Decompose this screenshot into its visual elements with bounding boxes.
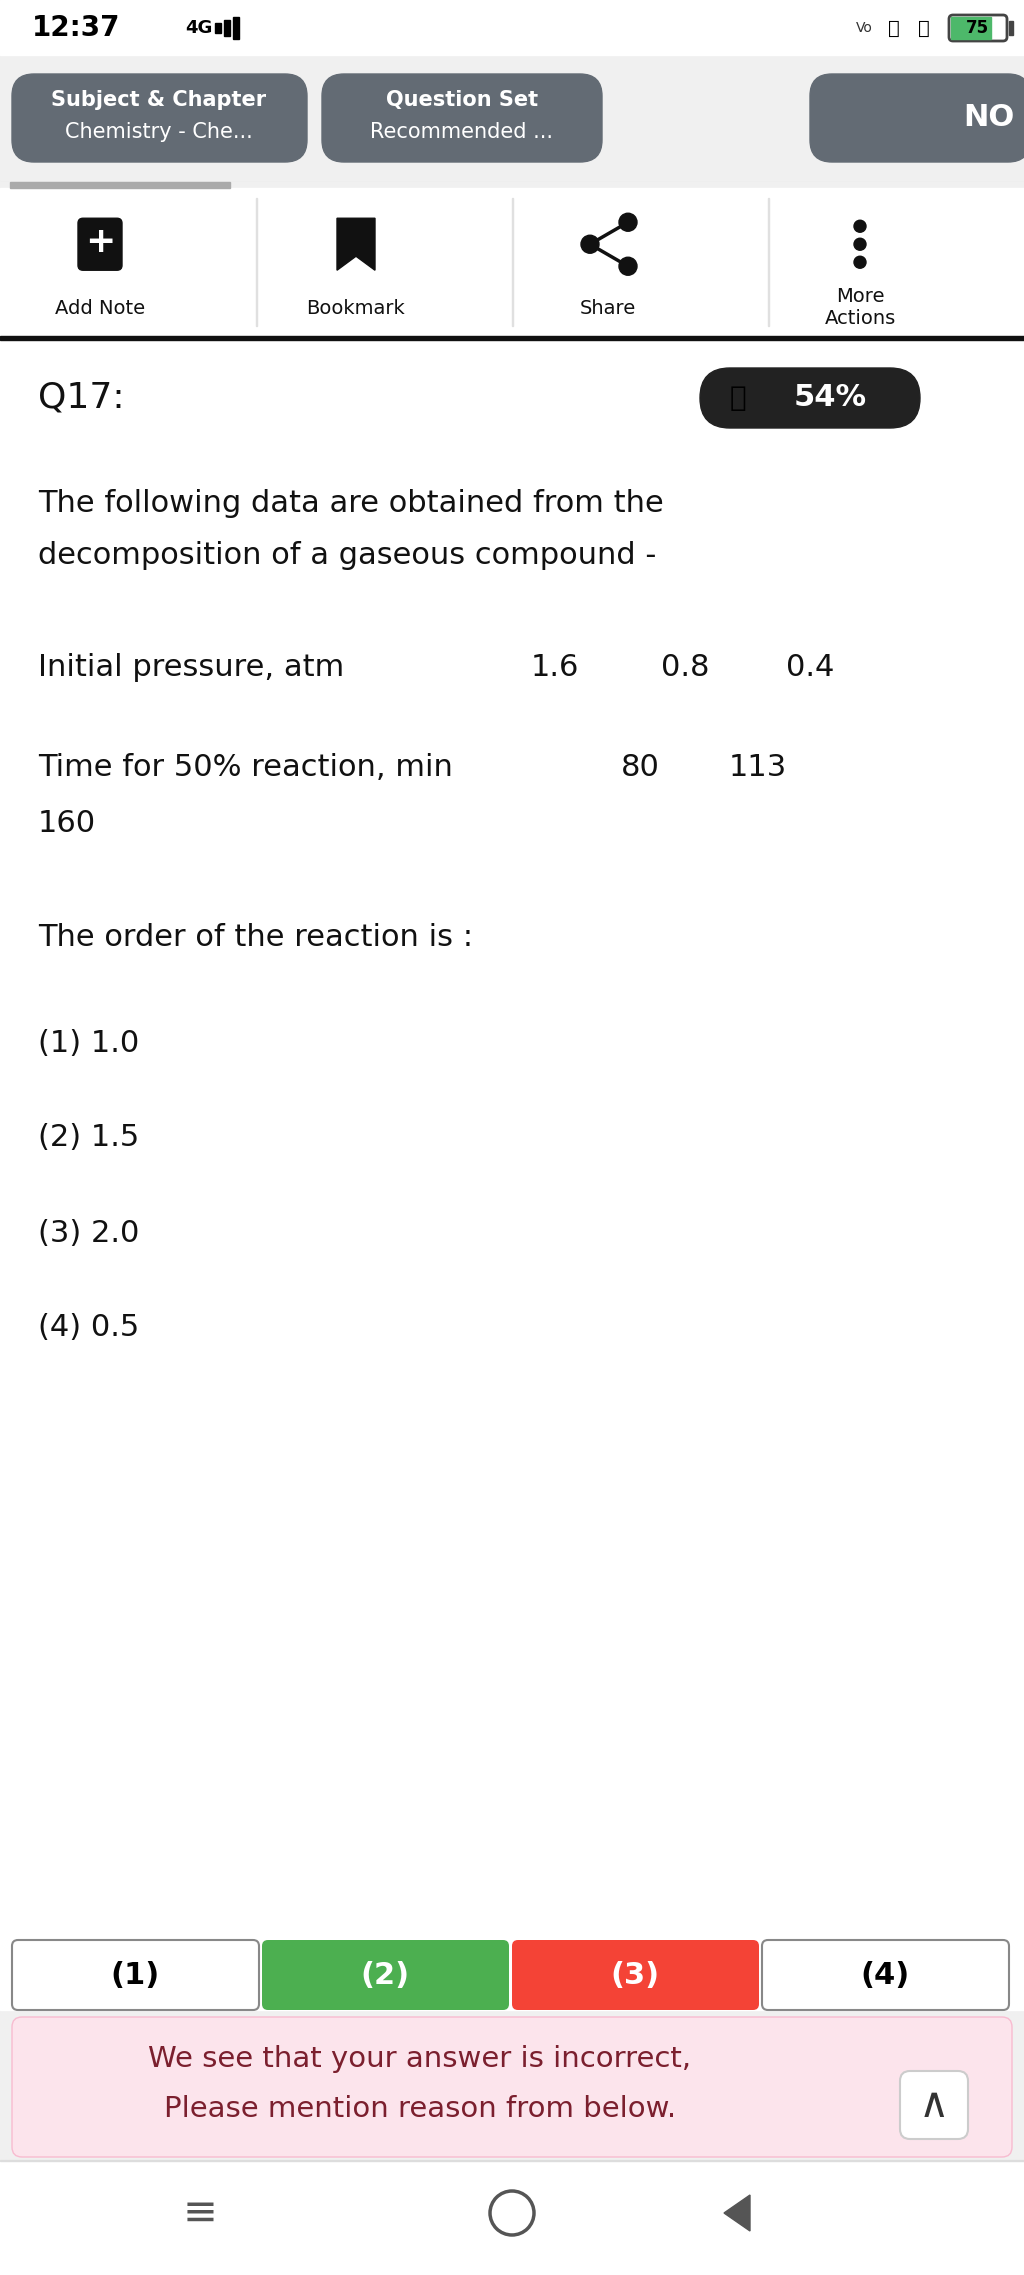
Text: 80: 80 bbox=[621, 753, 659, 783]
Text: We see that your answer is incorrect,: We see that your answer is incorrect, bbox=[148, 2045, 691, 2073]
FancyBboxPatch shape bbox=[322, 75, 602, 162]
FancyBboxPatch shape bbox=[512, 1941, 759, 2011]
Text: Question Set: Question Set bbox=[386, 91, 538, 109]
Text: Chemistry - Che...: Chemistry - Che... bbox=[66, 123, 253, 141]
Text: (1) 1.0: (1) 1.0 bbox=[38, 1028, 139, 1058]
Bar bbox=[233, 16, 239, 39]
Text: (2) 1.5: (2) 1.5 bbox=[38, 1124, 139, 1153]
FancyBboxPatch shape bbox=[12, 1941, 259, 2011]
Text: decomposition of a gaseous compound -: decomposition of a gaseous compound - bbox=[38, 541, 656, 569]
Text: 👍: 👍 bbox=[730, 384, 746, 412]
Text: +: + bbox=[85, 225, 115, 259]
Text: Please mention reason from below.: Please mention reason from below. bbox=[164, 2095, 676, 2123]
Text: Share: Share bbox=[580, 298, 636, 319]
Circle shape bbox=[618, 257, 637, 275]
Text: (4): (4) bbox=[860, 1961, 909, 1991]
Text: NO: NO bbox=[963, 102, 1014, 132]
FancyBboxPatch shape bbox=[762, 1941, 1009, 2011]
Text: 12:37: 12:37 bbox=[32, 14, 121, 41]
Text: (4) 0.5: (4) 0.5 bbox=[38, 1313, 139, 1342]
Circle shape bbox=[854, 221, 866, 232]
Bar bbox=[10, 182, 230, 189]
Bar bbox=[0, 339, 1024, 2011]
Bar bbox=[0, 0, 1024, 55]
Bar bbox=[0, 2159, 1024, 2275]
Bar bbox=[0, 337, 1024, 339]
Bar bbox=[215, 23, 221, 34]
Circle shape bbox=[854, 257, 866, 268]
Text: Subject & Chapter: Subject & Chapter bbox=[51, 91, 266, 109]
Text: 🔇: 🔇 bbox=[888, 18, 900, 36]
Polygon shape bbox=[337, 218, 375, 271]
Text: Q17:: Q17: bbox=[38, 380, 125, 414]
Text: 1.6: 1.6 bbox=[530, 653, 580, 682]
Text: Bookmark: Bookmark bbox=[306, 298, 406, 319]
Text: (3) 2.0: (3) 2.0 bbox=[38, 1219, 139, 1247]
FancyBboxPatch shape bbox=[700, 369, 920, 428]
Circle shape bbox=[618, 214, 637, 232]
Text: (2): (2) bbox=[360, 1961, 410, 1991]
FancyBboxPatch shape bbox=[900, 2070, 968, 2138]
FancyBboxPatch shape bbox=[810, 75, 1024, 162]
Bar bbox=[224, 20, 230, 36]
Bar bbox=[951, 16, 991, 39]
Text: 75: 75 bbox=[966, 18, 988, 36]
Text: The order of the reaction is :: The order of the reaction is : bbox=[38, 924, 473, 953]
Bar bbox=[1009, 20, 1013, 34]
Text: Add Note: Add Note bbox=[55, 298, 145, 319]
Polygon shape bbox=[724, 2195, 750, 2232]
Text: Vo: Vo bbox=[856, 20, 872, 34]
Circle shape bbox=[581, 234, 599, 253]
Text: 4G: 4G bbox=[185, 18, 212, 36]
Text: 0.8: 0.8 bbox=[660, 653, 710, 682]
Bar bbox=[949, 16, 1007, 41]
Text: 113: 113 bbox=[729, 753, 787, 783]
Bar bbox=[0, 189, 1024, 337]
Text: 54%: 54% bbox=[794, 384, 866, 412]
Bar bbox=[0, 55, 1024, 180]
Bar bbox=[0, 55, 1024, 180]
FancyBboxPatch shape bbox=[262, 1941, 509, 2011]
FancyBboxPatch shape bbox=[949, 16, 1007, 41]
Text: 160: 160 bbox=[38, 808, 96, 837]
Circle shape bbox=[854, 239, 866, 250]
Text: More
Actions: More Actions bbox=[824, 287, 896, 328]
Text: ≡: ≡ bbox=[182, 2193, 217, 2234]
Text: ∧: ∧ bbox=[919, 2084, 949, 2127]
Text: 🎧: 🎧 bbox=[919, 18, 930, 36]
Text: 0.4: 0.4 bbox=[785, 653, 835, 682]
FancyBboxPatch shape bbox=[78, 218, 122, 271]
Text: (3): (3) bbox=[610, 1961, 659, 1991]
Text: Time for 50% reaction, min: Time for 50% reaction, min bbox=[38, 753, 453, 783]
Text: The following data are obtained from the: The following data are obtained from the bbox=[38, 489, 664, 516]
Text: Initial pressure, atm: Initial pressure, atm bbox=[38, 653, 344, 682]
FancyBboxPatch shape bbox=[12, 2018, 1012, 2157]
FancyBboxPatch shape bbox=[12, 75, 307, 162]
Text: Recommended ...: Recommended ... bbox=[371, 123, 554, 141]
Text: (1): (1) bbox=[111, 1961, 160, 1991]
